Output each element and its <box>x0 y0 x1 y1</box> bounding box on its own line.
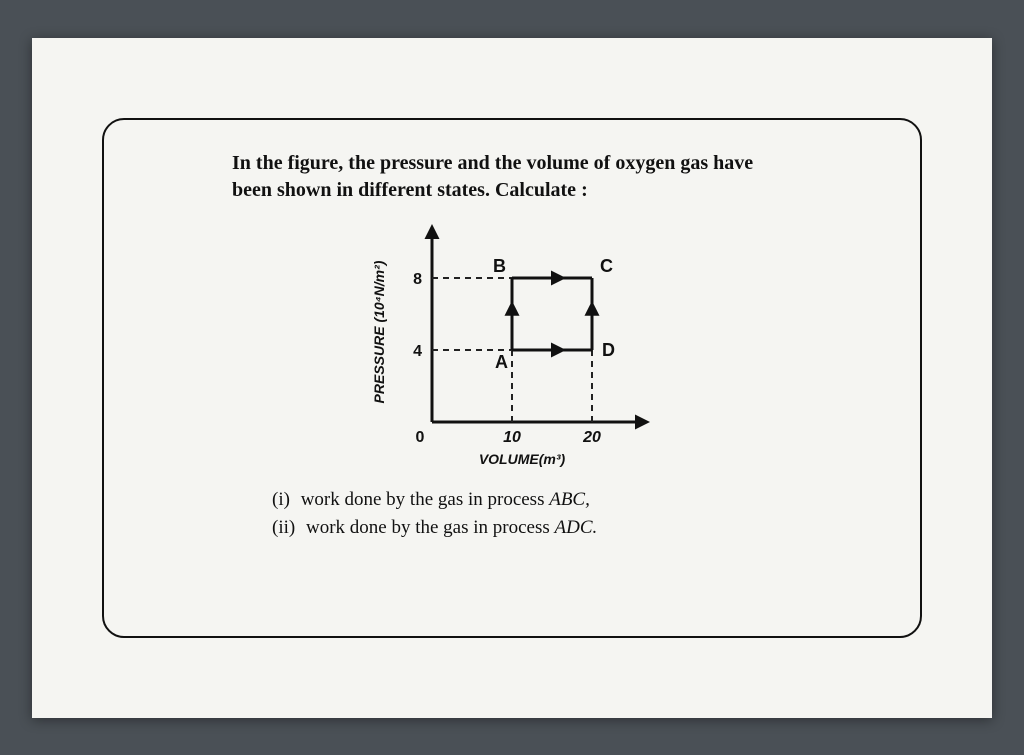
svg-text:10: 10 <box>503 429 521 446</box>
svg-text:D: D <box>602 340 615 360</box>
subq-i-num: (i) <box>272 489 290 510</box>
subquestion-ii: (ii) work done by the gas in process ADC… <box>272 515 752 542</box>
svg-text:A: A <box>495 352 508 372</box>
svg-text:4: 4 <box>413 343 422 360</box>
subquestion-i: (i) work done by the gas in process ABC, <box>272 487 752 514</box>
svg-text:0: 0 <box>416 429 425 446</box>
svg-text:C: C <box>600 256 613 276</box>
subq-i-path: ABC, <box>549 489 590 510</box>
question-frame: In the figure, the pressure and the volu… <box>102 118 922 638</box>
pv-chart: 4 8 10 20 0 A B C D PRESSURE (10⁴N/m²) VOLUME(m³) <box>352 212 672 477</box>
svg-text:PRESSURE (10⁴N/m²): PRESSURE (10⁴N/m²) <box>371 260 387 403</box>
question-intro: In the figure, the pressure and the volu… <box>232 150 792 204</box>
subq-ii-num: (ii) <box>272 517 295 538</box>
subq-ii-text: work done by the gas in process <box>306 517 555 538</box>
page: In the figure, the pressure and the volu… <box>32 38 992 718</box>
pv-chart-svg: 4 8 10 20 0 A B C D PRESSURE (10⁴N/m²) VOLUME(m³) <box>352 212 672 472</box>
svg-text:20: 20 <box>582 429 601 446</box>
svg-text:VOLUME(m³): VOLUME(m³) <box>479 451 566 467</box>
svg-text:B: B <box>493 256 506 276</box>
subq-i-text: work done by the gas in process <box>301 489 550 510</box>
subq-ii-path: ADC. <box>555 517 598 538</box>
svg-text:8: 8 <box>413 271 422 288</box>
